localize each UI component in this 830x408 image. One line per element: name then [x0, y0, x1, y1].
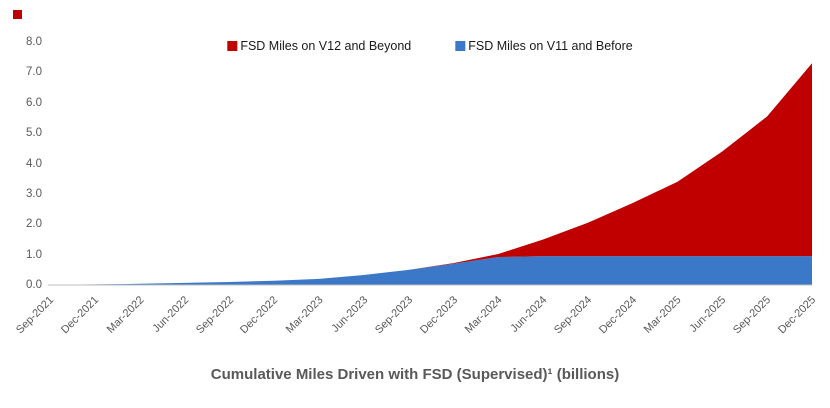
legend-item-v11: FSD Miles on V11 and Before	[455, 39, 633, 53]
y-axis-label: 4.0	[26, 157, 42, 170]
legend-label-v11: FSD Miles on V11 and Before	[468, 39, 633, 53]
y-axis-label: 3.0	[26, 187, 42, 200]
legend-swatch-v11-icon	[455, 41, 466, 51]
y-axis-label: 0.0	[26, 279, 42, 291]
series-area	[50, 63, 812, 285]
legend-swatch-v12-icon	[227, 41, 238, 51]
chart-legend: FSD Miles on V12 and Beyond FSD Miles on…	[227, 39, 633, 53]
y-axis-label: 2.0	[26, 218, 42, 231]
y-axis-label: 8.0	[26, 36, 42, 48]
y-axis-label: 6.0	[26, 96, 42, 109]
red-corner-mark	[13, 10, 22, 19]
y-axis-label: 7.0	[26, 66, 42, 79]
legend-label-v12: FSD Miles on V12 and Beyond	[240, 39, 412, 53]
y-axis-label: 1.0	[26, 248, 42, 261]
legend-item-v12: FSD Miles on V12 and Beyond	[227, 39, 411, 53]
series-area	[50, 256, 812, 285]
y-axis-label: 5.0	[26, 127, 42, 140]
chart-title: Cumulative Miles Driven with FSD (Superv…	[210, 366, 620, 383]
